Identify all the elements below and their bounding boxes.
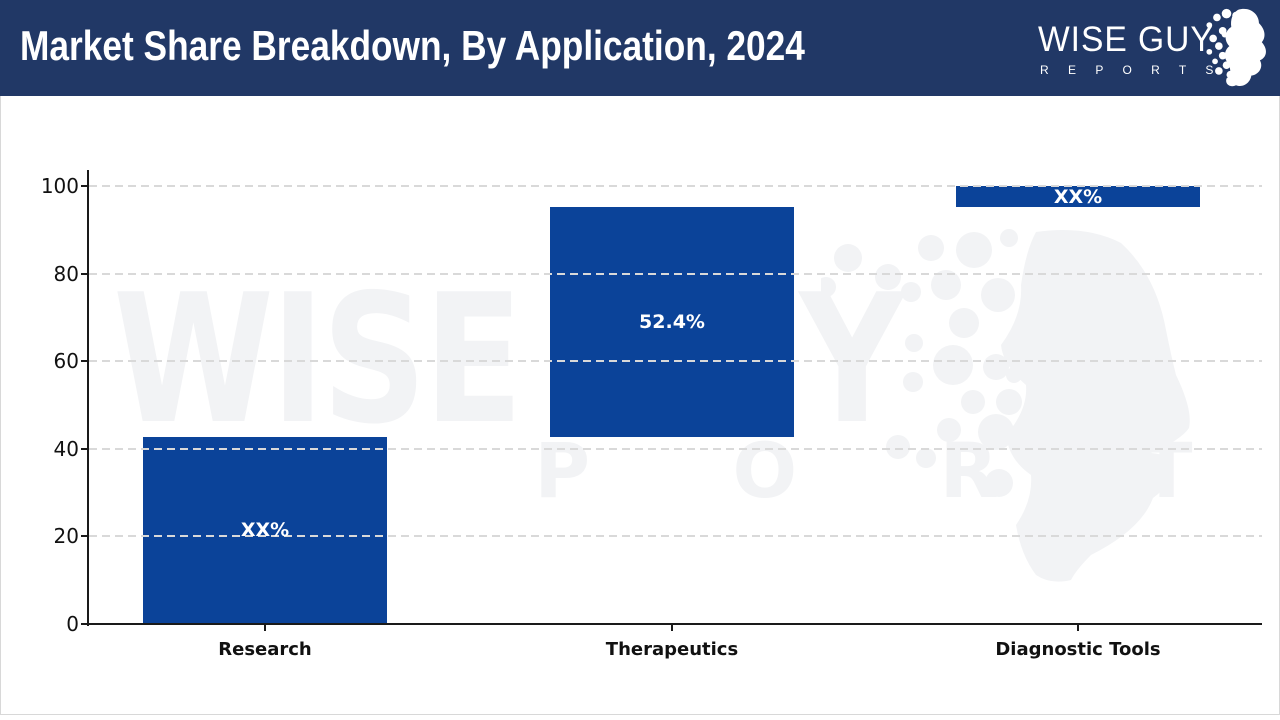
y-tick-mark — [81, 360, 89, 363]
y-tick-label: 40 — [53, 436, 79, 461]
bar-therapeutics — [550, 207, 794, 437]
x-tick-mark — [264, 625, 266, 631]
gridline-60 — [89, 360, 1262, 363]
x-tick-mark — [671, 625, 673, 631]
y-tick-mark — [81, 272, 89, 275]
x-tick-label-research: Research — [218, 639, 312, 660]
logo-subtext: R E P O R T S — [1040, 63, 1222, 77]
chart-title: Market Share Breakdown, By Application, … — [20, 22, 805, 70]
header-bar: Market Share Breakdown, By Application, … — [0, 0, 1280, 96]
x-tick-label-diagnostic-tools: Diagnostic Tools — [995, 639, 1161, 660]
y-tick-mark — [81, 623, 89, 625]
x-tick-mark — [1077, 625, 1079, 631]
logo-text-block: WISE GUY R E P O R T S — [1038, 20, 1222, 77]
y-tick-label: 100 — [40, 174, 79, 198]
y-tick-label: 0 — [66, 612, 79, 636]
gridline-80 — [89, 272, 1262, 275]
bar-diagnostic-tools — [956, 186, 1200, 208]
gridline-100 — [89, 185, 1262, 187]
y-tick-mark — [81, 447, 89, 450]
wiseguy-logo: WISE GUY R E P O R T S — [1010, 6, 1272, 90]
plot-area: XX% 52.4% XX% 0 20 40 60 80 100 Research Therapeut… — [1, 96, 1279, 714]
y-tick-label: 20 — [53, 524, 79, 549]
bar-value-label: 52.4% — [639, 311, 705, 334]
y-tick-label: 80 — [53, 261, 79, 286]
bar-research — [143, 436, 387, 624]
y-tick-label: 60 — [53, 349, 79, 374]
bar-value-label: XX% — [240, 519, 290, 542]
watermark-face-icon — [821, 229, 1190, 582]
y-axis-spine — [87, 170, 89, 626]
x-axis-spine — [87, 623, 1262, 625]
gridline-40 — [89, 447, 1262, 450]
logo-face-icon — [1206, 8, 1266, 87]
bar-value-label: XX% — [1053, 185, 1103, 208]
y-tick-mark — [81, 535, 89, 538]
logo-wordmark: WISE GUY — [1038, 20, 1214, 59]
gridline-20 — [89, 535, 1262, 538]
y-tick-mark — [81, 185, 89, 187]
x-tick-label-therapeutics: Therapeutics — [605, 639, 739, 660]
chart-area: WISE GUY R E P O R T S XX%52.4%XX%020406… — [0, 96, 1280, 715]
